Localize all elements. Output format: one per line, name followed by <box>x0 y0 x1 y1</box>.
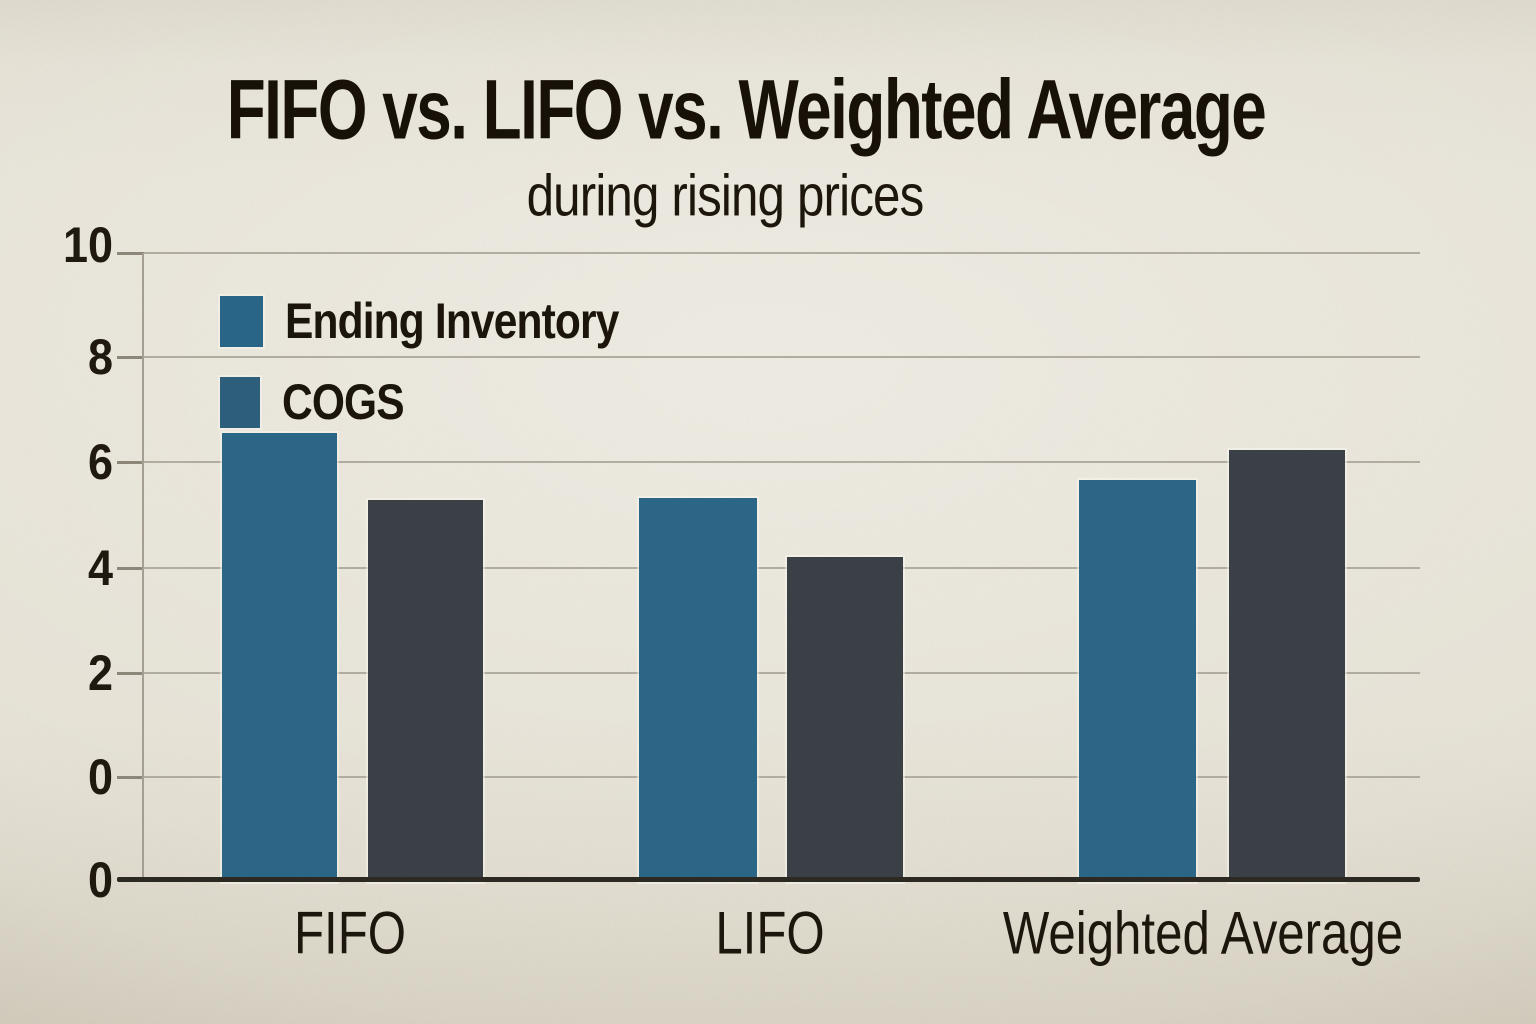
x-category-label-weighted-average: Weighted Average <box>1002 899 1404 967</box>
y-tick-label-8: 8 <box>87 329 113 385</box>
bar-lifo-ending-inventory <box>639 498 757 882</box>
y-tick-label-2: 2 <box>87 645 113 701</box>
y-tick-label-10: 10 <box>62 217 113 273</box>
gridline-10 <box>143 252 1420 254</box>
y-tick-mark <box>117 461 144 464</box>
bar-fifo-cogs <box>368 500 483 882</box>
chart-title: FIFO vs. LIFO vs. Weighted Average <box>226 62 1267 157</box>
bar-weighted-average-ending-inventory <box>1079 480 1196 882</box>
y-axis-line <box>142 253 144 878</box>
legend: Ending Inventory COGS <box>220 292 677 454</box>
bar-fifo-ending-inventory <box>222 433 337 882</box>
legend-swatch-cogs <box>220 376 260 428</box>
y-tick-mark <box>117 356 144 359</box>
y-tick-label-0-upper: 0 <box>87 749 113 805</box>
legend-swatch-ending-inventory <box>220 295 263 347</box>
bar-lifo-cogs <box>787 557 903 882</box>
x-category-label-fifo: FIFO <box>293 899 407 967</box>
legend-item-ending-inventory: Ending Inventory <box>220 292 677 350</box>
legend-label-ending-inventory: Ending Inventory <box>285 293 619 349</box>
legend-item-cogs: COGS <box>220 373 677 431</box>
y-tick-label-0-baseline: 0 <box>87 852 113 908</box>
legend-label-cogs: COGS <box>282 374 405 430</box>
y-tick-label-4: 4 <box>87 540 113 596</box>
chart-subtitle: during rising prices <box>526 163 925 229</box>
y-tick-mark <box>117 672 144 675</box>
bar-weighted-average-cogs <box>1229 450 1345 882</box>
x-category-label-lifo: LIFO <box>715 899 825 967</box>
y-tick-mark <box>117 776 144 779</box>
y-tick-mark <box>117 252 144 255</box>
y-tick-mark <box>117 567 144 570</box>
y-tick-label-6: 6 <box>87 434 113 490</box>
x-axis-baseline <box>117 877 1420 882</box>
